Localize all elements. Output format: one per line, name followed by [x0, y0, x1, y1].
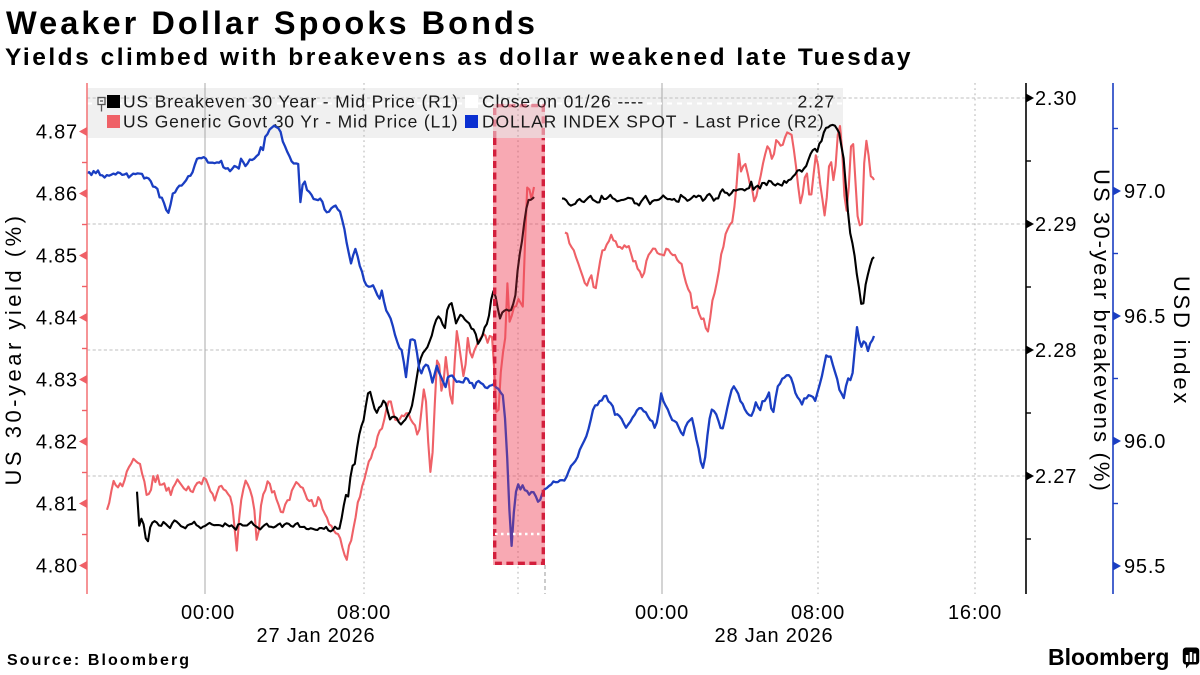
- svg-text:4.85: 4.85: [36, 246, 78, 268]
- svg-text:27 Jan 2026: 27 Jan 2026: [257, 625, 376, 647]
- svg-text:4.81: 4.81: [36, 494, 78, 516]
- svg-text:2.28: 2.28: [1035, 340, 1077, 362]
- svg-text:4.84: 4.84: [36, 308, 78, 330]
- svg-text:28 Jan 2026: 28 Jan 2026: [715, 625, 834, 647]
- svg-text:US 30-year breakevens (%): US 30-year breakevens (%): [1089, 169, 1114, 493]
- svg-text:2.27: 2.27: [798, 92, 835, 112]
- svg-text:4.87: 4.87: [36, 122, 78, 144]
- svg-text:Close on 01/26 ----: Close on 01/26 ----: [482, 92, 644, 112]
- svg-text:97.0: 97.0: [1124, 181, 1166, 203]
- svg-text:US 30-year yield (%): US 30-year yield (%): [1, 213, 26, 486]
- svg-text:96.5: 96.5: [1124, 306, 1166, 328]
- svg-text:2.29: 2.29: [1035, 214, 1077, 236]
- svg-text:4.86: 4.86: [36, 184, 78, 206]
- svg-text:00:00: 00:00: [181, 602, 235, 624]
- svg-text:US Breakeven 30 Year - Mid Pri: US Breakeven 30 Year - Mid Price (R1): [123, 92, 459, 112]
- svg-text:4.80: 4.80: [36, 556, 78, 578]
- svg-text:2.27: 2.27: [1035, 466, 1077, 488]
- svg-text:DOLLAR INDEX SPOT - Last Price: DOLLAR INDEX SPOT - Last Price (R2): [482, 112, 825, 132]
- svg-text:96.0: 96.0: [1124, 431, 1166, 453]
- svg-text:08:00: 08:00: [791, 602, 845, 624]
- svg-text:2.30: 2.30: [1035, 88, 1077, 110]
- svg-text:US Generic Govt 30 Yr - Mid Pr: US Generic Govt 30 Yr - Mid Price (L1): [123, 112, 458, 132]
- svg-text:16:00: 16:00: [948, 602, 1002, 624]
- svg-text:95.5: 95.5: [1124, 556, 1166, 578]
- svg-text:4.82: 4.82: [36, 432, 78, 454]
- svg-text:08:00: 08:00: [337, 602, 391, 624]
- svg-text:00:00: 00:00: [635, 602, 689, 624]
- svg-text:USD index: USD index: [1169, 276, 1194, 406]
- svg-text:4.83: 4.83: [36, 370, 78, 392]
